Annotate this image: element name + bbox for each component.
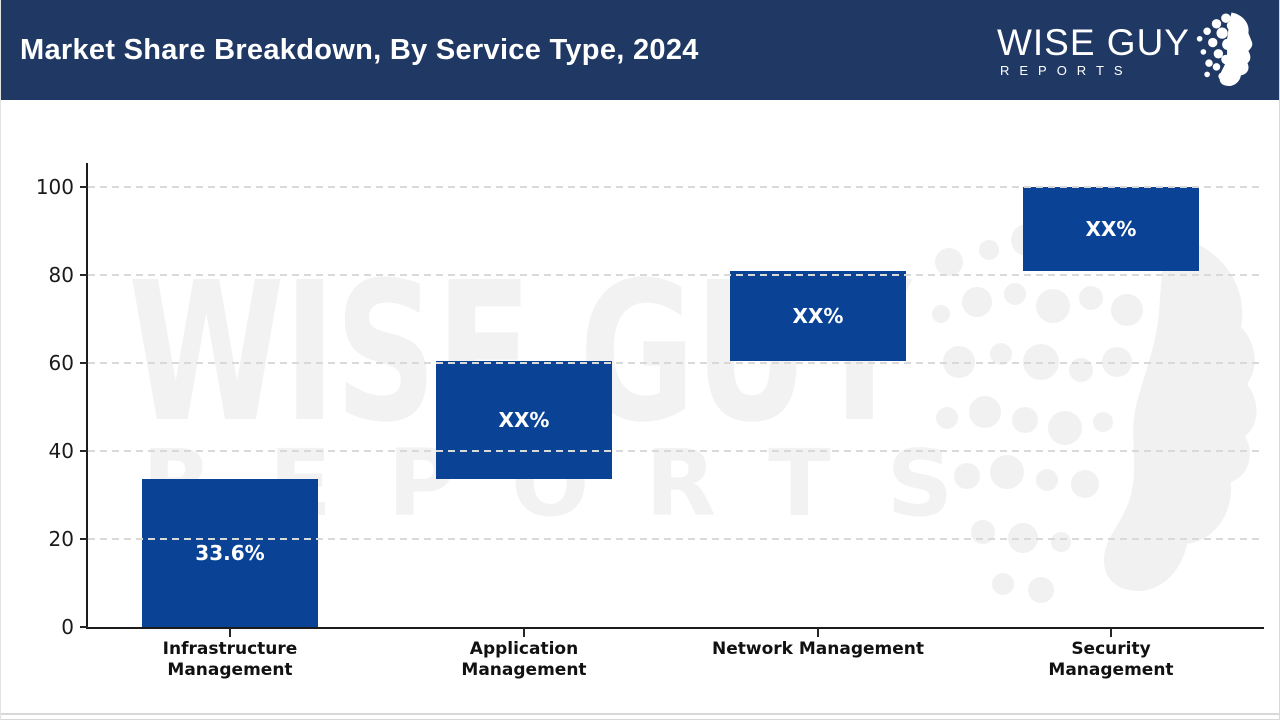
header-bar: Market Share Breakdown, By Service Type,… (0, 0, 1280, 100)
y-tick-mark-60 (80, 362, 88, 364)
y-tick-mark-100 (80, 186, 88, 188)
x-axis (86, 627, 1264, 629)
y-tick-mark-80 (80, 274, 88, 276)
y-tick-mark-20 (80, 538, 88, 540)
gridline-20 (88, 538, 1262, 540)
y-axis (86, 163, 88, 629)
footer-divider (0, 713, 1280, 715)
y-tick-label-0: 0 (61, 615, 74, 639)
bar-value-label-network-management: XX% (792, 304, 844, 329)
bar-value-label-security-management: XX% (1085, 217, 1137, 242)
x-tick-mark-security-management (1110, 628, 1112, 637)
chart-title: Market Share Breakdown, By Service Type,… (20, 33, 699, 66)
bar-security-management (1023, 187, 1199, 272)
bar-application-management (436, 361, 612, 480)
bar-value-label-infrastructure-management: 33.6% (195, 541, 265, 566)
y-tick-label-60: 60 (48, 351, 74, 375)
brand-name: WISE GUY (996, 21, 1190, 63)
y-tick-mark-40 (80, 450, 88, 452)
x-tick-mark-infrastructure-management (229, 628, 231, 637)
brand-logo: WISE GUY REPORTS (997, 10, 1254, 90)
bar-infrastructure-management (142, 479, 318, 627)
x-category-label-infrastructure-management: Infrastructure Management (162, 639, 298, 680)
x-category-label-network-management: Network Management (711, 639, 924, 659)
logo-face-icon (1196, 12, 1253, 86)
x-category-label-application-management: Application Management (461, 639, 587, 680)
y-tick-label-40: 40 (48, 439, 74, 463)
gridline-100 (88, 186, 1262, 188)
x-tick-mark-network-management (817, 628, 819, 637)
gridline-80 (88, 274, 1262, 276)
brand-subname: REPORTS (999, 62, 1133, 78)
x-category-label-security-management: Security Management (1048, 639, 1174, 680)
bar-value-label-application-management: XX% (498, 408, 550, 433)
brand-logo-text: WISE GUY REPORTS (997, 24, 1190, 77)
bar-network-management (730, 271, 906, 362)
y-tick-label-20: 20 (48, 527, 74, 551)
y-tick-label-80: 80 (48, 263, 74, 287)
y-tick-mark-0 (80, 626, 88, 628)
gridline-40 (88, 450, 1262, 452)
gridline-60 (88, 362, 1262, 364)
x-tick-mark-application-management (523, 628, 525, 637)
y-tick-label-100: 100 (35, 175, 74, 199)
